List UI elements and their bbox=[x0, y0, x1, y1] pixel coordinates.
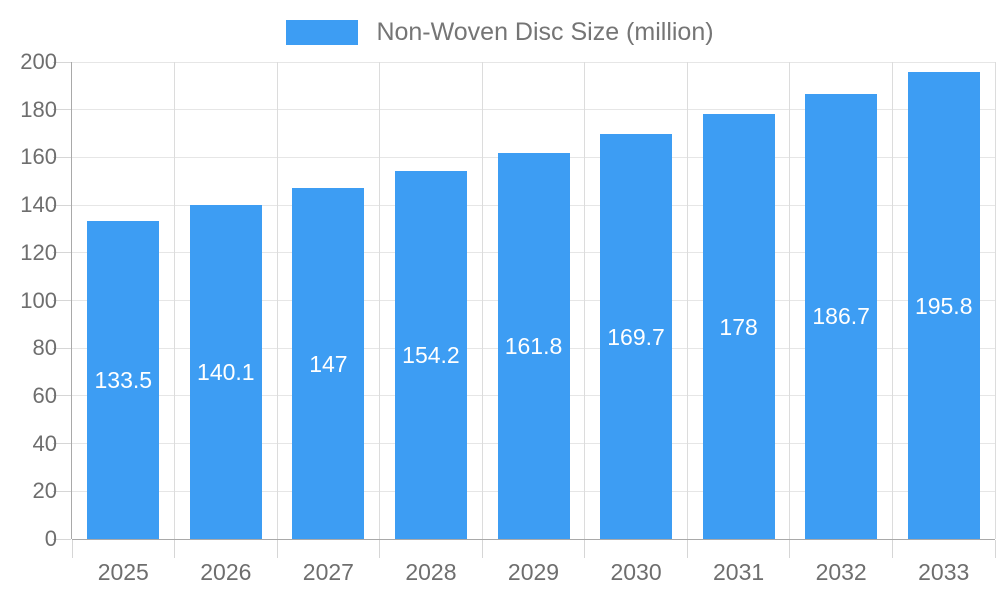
x-axis-tick bbox=[276, 540, 278, 558]
legend-label: Non-Woven Disc Size (million) bbox=[376, 17, 714, 46]
plot-area: 133.5 140.1 147 154.2 161.8 169.7 178 186.7 195.… bbox=[72, 61, 996, 539]
x-tick-label: 2028 bbox=[405, 559, 457, 585]
x-gridline bbox=[481, 62, 483, 539]
x-gridline bbox=[789, 62, 791, 539]
y-axis-tick bbox=[53, 490, 71, 492]
x-axis-tick bbox=[891, 540, 893, 558]
x-axis-line bbox=[72, 539, 995, 540]
y-tick-label: 0 bbox=[44, 526, 57, 551]
y-axis-tick bbox=[53, 347, 71, 349]
x-axis-tick bbox=[379, 540, 381, 558]
y-axis-tick bbox=[53, 252, 71, 254]
y-tick-label: 80 bbox=[32, 335, 57, 361]
y-tick-label: 180 bbox=[20, 96, 57, 122]
x-tick-label: 2030 bbox=[610, 559, 662, 585]
x-tick-label: 2025 bbox=[97, 559, 149, 585]
bar[interactable] bbox=[292, 188, 365, 539]
x-tick-label: 2027 bbox=[302, 559, 354, 585]
x-axis-tick bbox=[584, 540, 586, 558]
y-axis-tick bbox=[53, 61, 71, 63]
x-axis-tick bbox=[481, 540, 483, 558]
x-tick-label: 2029 bbox=[507, 559, 560, 585]
y-tick-label: 200 bbox=[20, 49, 57, 74]
bar[interactable] bbox=[394, 171, 467, 539]
x-gridline bbox=[686, 62, 688, 539]
legend-swatch bbox=[286, 19, 359, 45]
y-tick-label: 60 bbox=[32, 382, 57, 408]
bar[interactable] bbox=[805, 93, 878, 539]
y-axis-tick bbox=[53, 109, 71, 111]
x-gridline bbox=[891, 62, 893, 539]
y-axis-tick bbox=[53, 395, 71, 397]
x-axis-tick bbox=[174, 540, 176, 558]
x-gridline bbox=[584, 62, 586, 539]
x-gridline bbox=[379, 62, 381, 539]
x-tick-label: 2026 bbox=[200, 559, 252, 585]
bar[interactable] bbox=[497, 153, 570, 539]
x-gridline bbox=[276, 62, 278, 539]
bar[interactable] bbox=[189, 204, 262, 539]
y-tick-label: 120 bbox=[20, 239, 57, 265]
y-axis-tick bbox=[53, 204, 71, 206]
y-tick-label: 40 bbox=[32, 430, 57, 456]
bar[interactable] bbox=[702, 114, 775, 539]
y-tick-label: 160 bbox=[20, 144, 57, 170]
y-axis-tick bbox=[53, 443, 71, 445]
y-axis-tick bbox=[53, 156, 71, 158]
x-gridline bbox=[994, 62, 996, 539]
y-tick-label: 100 bbox=[20, 287, 57, 313]
y-axis-tick bbox=[53, 538, 71, 540]
bar[interactable] bbox=[907, 72, 980, 539]
y-axis-tick bbox=[53, 300, 71, 301]
y-tick-label: 140 bbox=[20, 192, 57, 218]
x-tick-label: 2033 bbox=[918, 559, 970, 585]
y-axis-line bbox=[71, 62, 72, 539]
x-axis-tick bbox=[686, 540, 688, 558]
bar[interactable] bbox=[87, 220, 160, 539]
x-gridline bbox=[174, 62, 176, 539]
x-axis-tick bbox=[789, 540, 791, 558]
x-tick-label: 2032 bbox=[815, 559, 867, 585]
legend-item[interactable]: Non-Woven Disc Size (million) bbox=[0, 14, 1000, 50]
x-axis-tick bbox=[71, 540, 73, 558]
bar[interactable] bbox=[600, 134, 673, 539]
y-gridline bbox=[72, 109, 995, 111]
y-tick-label: 20 bbox=[32, 478, 57, 504]
x-axis-tick bbox=[994, 540, 996, 558]
x-tick-label: 2031 bbox=[713, 559, 765, 585]
y-gridline bbox=[72, 61, 995, 63]
